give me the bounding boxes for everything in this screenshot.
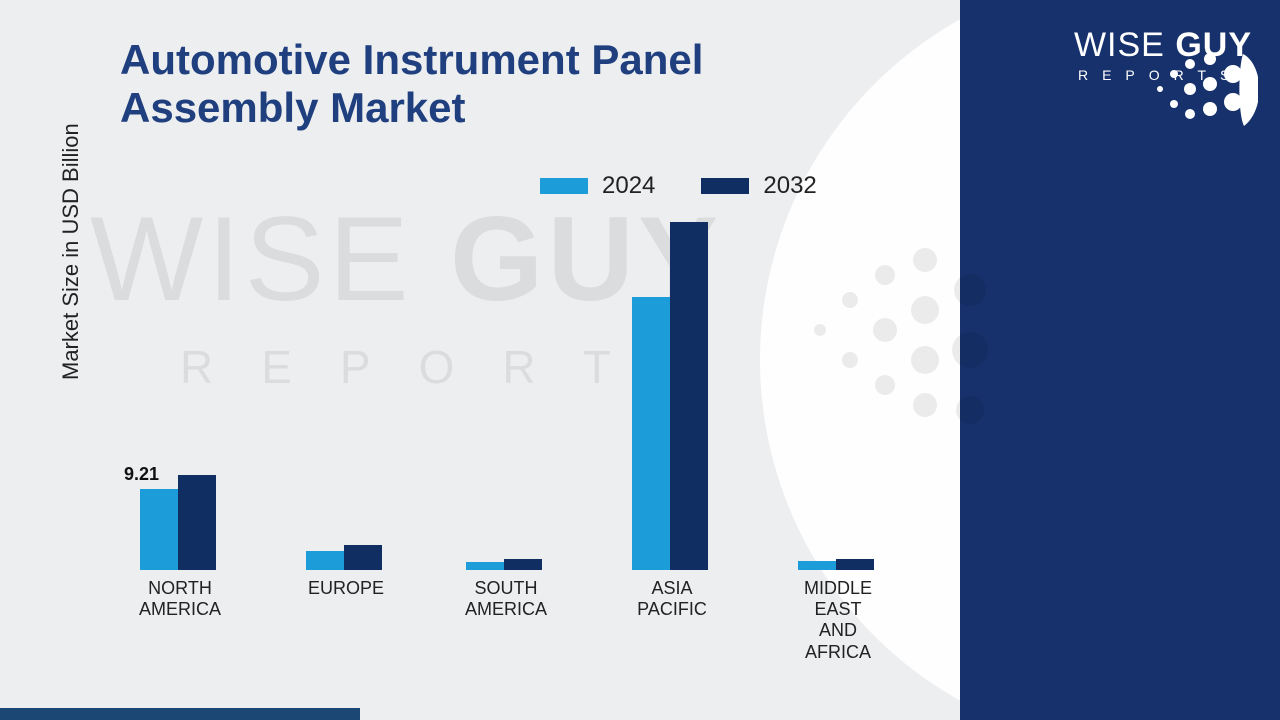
y-axis-label: Market Size in USD Billion [58, 123, 84, 380]
bar-2024 [632, 297, 670, 570]
bar-value-label: 9.21 [124, 464, 159, 485]
x-axis-label: NORTHAMERICA [110, 578, 250, 620]
x-axis-label: EUROPE [276, 578, 416, 599]
bar-2032 [670, 222, 708, 570]
bar-2024 [306, 551, 344, 570]
legend-label-2024: 2024 [602, 172, 655, 200]
brand-dots-icon [1148, 44, 1258, 134]
legend-swatch-2024 [540, 178, 588, 194]
legend-item-2032: 2032 [701, 172, 816, 200]
infographic-stage: WISE GUY REPORTS Automotive Instrument P… [0, 0, 1280, 720]
brand-logo: WISE GUY REPORTS [1074, 26, 1252, 83]
plot-area: 9.21 [110, 200, 910, 570]
x-axis-label: SOUTHAMERICA [436, 578, 576, 620]
x-axis-label: MIDDLEEASTANDAFRICA [768, 578, 908, 663]
legend-item-2024: 2024 [540, 172, 655, 200]
x-axis-label: ASIAPACIFIC [602, 578, 742, 620]
chart-legend: 2024 2032 [540, 172, 817, 200]
bar-2024 [140, 489, 178, 570]
bar-2024 [466, 562, 504, 570]
bottom-accent-bar [0, 708, 360, 720]
chart-title: Automotive Instrument Panel Assembly Mar… [120, 36, 760, 133]
bar-2032 [344, 545, 382, 570]
bar-2032 [836, 559, 874, 570]
bar-chart: 9.21 [110, 200, 910, 570]
legend-label-2032: 2032 [763, 172, 816, 200]
legend-swatch-2032 [701, 178, 749, 194]
bar-2024 [798, 561, 836, 570]
bar-2032 [504, 559, 542, 570]
bar-2032 [178, 475, 216, 570]
